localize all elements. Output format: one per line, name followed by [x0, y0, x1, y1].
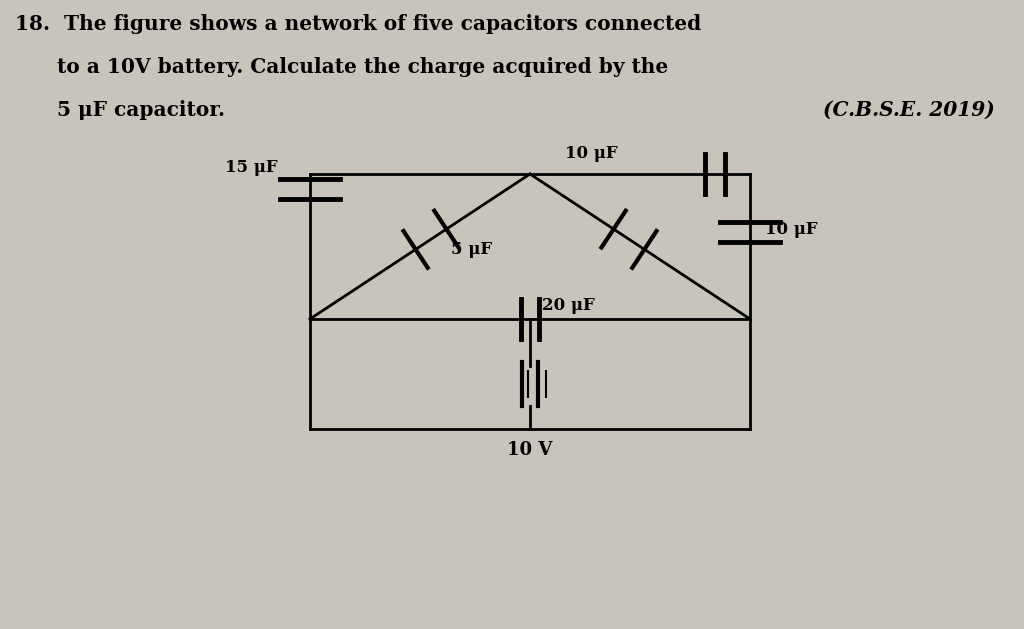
Text: 5 μF capacitor.: 5 μF capacitor. — [15, 100, 225, 120]
Text: 18.  The figure shows a network of five capacitors connected: 18. The figure shows a network of five c… — [15, 14, 701, 34]
Text: (C.B.S.E. 2019): (C.B.S.E. 2019) — [823, 100, 995, 120]
Text: to a 10V battery. Calculate the charge acquired by the: to a 10V battery. Calculate the charge a… — [15, 57, 669, 77]
Text: 10 V: 10 V — [507, 441, 553, 459]
Text: 10 μF: 10 μF — [765, 221, 817, 238]
Text: 10 μF: 10 μF — [565, 145, 617, 162]
Text: 5 μF: 5 μF — [452, 241, 493, 258]
Text: 20 μF: 20 μF — [542, 297, 595, 314]
Text: 15 μF: 15 μF — [225, 159, 278, 175]
